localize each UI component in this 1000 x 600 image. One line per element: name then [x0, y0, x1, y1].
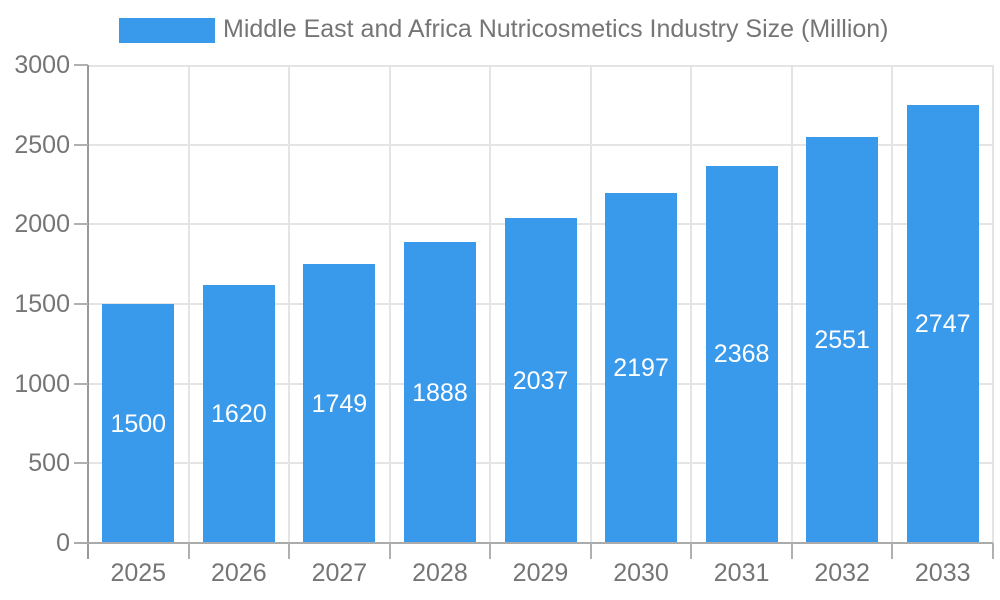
- x-axis-label-2032: 2032: [814, 559, 870, 587]
- bar-value-label: 1620: [211, 399, 267, 428]
- y-axis-tick: [74, 64, 88, 66]
- x-axis-tick: [790, 543, 793, 559]
- y-axis-label: 3000: [14, 51, 70, 79]
- bar-value-label: 1500: [110, 409, 167, 438]
- gridline-x-boundary: [288, 65, 291, 543]
- y-axis-label: 1500: [14, 290, 70, 318]
- bar-2029[interactable]: 2037: [504, 218, 577, 543]
- plot-area: 1500 1620 1749 1888 2037 2197 2368 2551 2747: [88, 65, 994, 543]
- bar-2025[interactable]: 1500: [102, 304, 175, 543]
- bar-value-label: 2197: [613, 353, 669, 382]
- x-axis-tick: [388, 543, 391, 559]
- gridline-x-boundary: [790, 65, 793, 543]
- bar-value-label: 2747: [914, 310, 971, 339]
- y-axis-tick: [74, 303, 88, 305]
- x-axis-label-2029: 2029: [512, 559, 569, 587]
- bar-2033[interactable]: 2747: [906, 105, 979, 543]
- gridline-x-boundary: [187, 65, 190, 543]
- gridline-x-boundary: [589, 65, 592, 543]
- x-axis-tick: [690, 543, 693, 559]
- x-axis-tick: [589, 543, 592, 559]
- bar-2030[interactable]: 2197: [605, 192, 678, 543]
- y-axis-label: 2500: [14, 130, 70, 159]
- bar-2026[interactable]: 1620: [202, 284, 275, 543]
- gridline-x-boundary: [388, 65, 391, 543]
- legend-marker-icon: [119, 18, 215, 43]
- x-axis-label-2027: 2027: [311, 559, 368, 587]
- y-axis-tick: [74, 143, 88, 146]
- gridline-x-boundary: [489, 65, 492, 543]
- x-axis-tick: [489, 543, 492, 559]
- x-axis-label-2031: 2031: [713, 559, 770, 587]
- x-axis-label-2033: 2033: [914, 559, 971, 587]
- y-axis-tick: [74, 462, 88, 465]
- gridline-y-3000: [88, 65, 993, 67]
- y-axis-label: 0: [56, 529, 70, 557]
- bar-value-label: 2037: [512, 366, 569, 395]
- gridline-x-boundary: [992, 65, 994, 543]
- bar-2028[interactable]: 1888: [403, 242, 476, 543]
- x-axis-label-2028: 2028: [412, 559, 468, 587]
- gridline-x-boundary: [690, 65, 693, 543]
- x-axis-tick: [992, 543, 994, 559]
- gridline-y-2500: [88, 143, 993, 146]
- gridline-x-boundary: [891, 65, 894, 543]
- y-axis-tick: [74, 382, 88, 385]
- x-axis-tick: [187, 543, 190, 559]
- bar-2031[interactable]: 2368: [705, 165, 778, 543]
- x-axis-label-2025: 2025: [110, 559, 167, 587]
- bar-value-label: 2551: [814, 325, 870, 354]
- legend[interactable]: Middle East and Africa Nutricosmetics In…: [119, 14, 889, 44]
- legend-label: Middle East and Africa Nutricosmetics In…: [223, 15, 889, 43]
- y-axis-label: 1000: [14, 369, 70, 398]
- bar-2032[interactable]: 2551: [806, 136, 879, 543]
- y-axis-tick: [74, 223, 88, 226]
- bar-value-label: 2368: [713, 340, 770, 369]
- y-axis-label: 500: [28, 449, 70, 478]
- bar-2027[interactable]: 1749: [303, 264, 376, 543]
- x-axis-label-2030: 2030: [613, 559, 669, 587]
- x-axis-tick: [891, 543, 894, 559]
- x-axis-line: [74, 542, 993, 544]
- x-axis-label-2026: 2026: [211, 559, 267, 587]
- y-axis-line: [87, 65, 89, 559]
- y-axis-label: 2000: [14, 210, 70, 239]
- bar-value-label: 1888: [412, 378, 468, 407]
- bar-value-label: 1749: [311, 389, 368, 418]
- x-axis-tick: [288, 543, 291, 559]
